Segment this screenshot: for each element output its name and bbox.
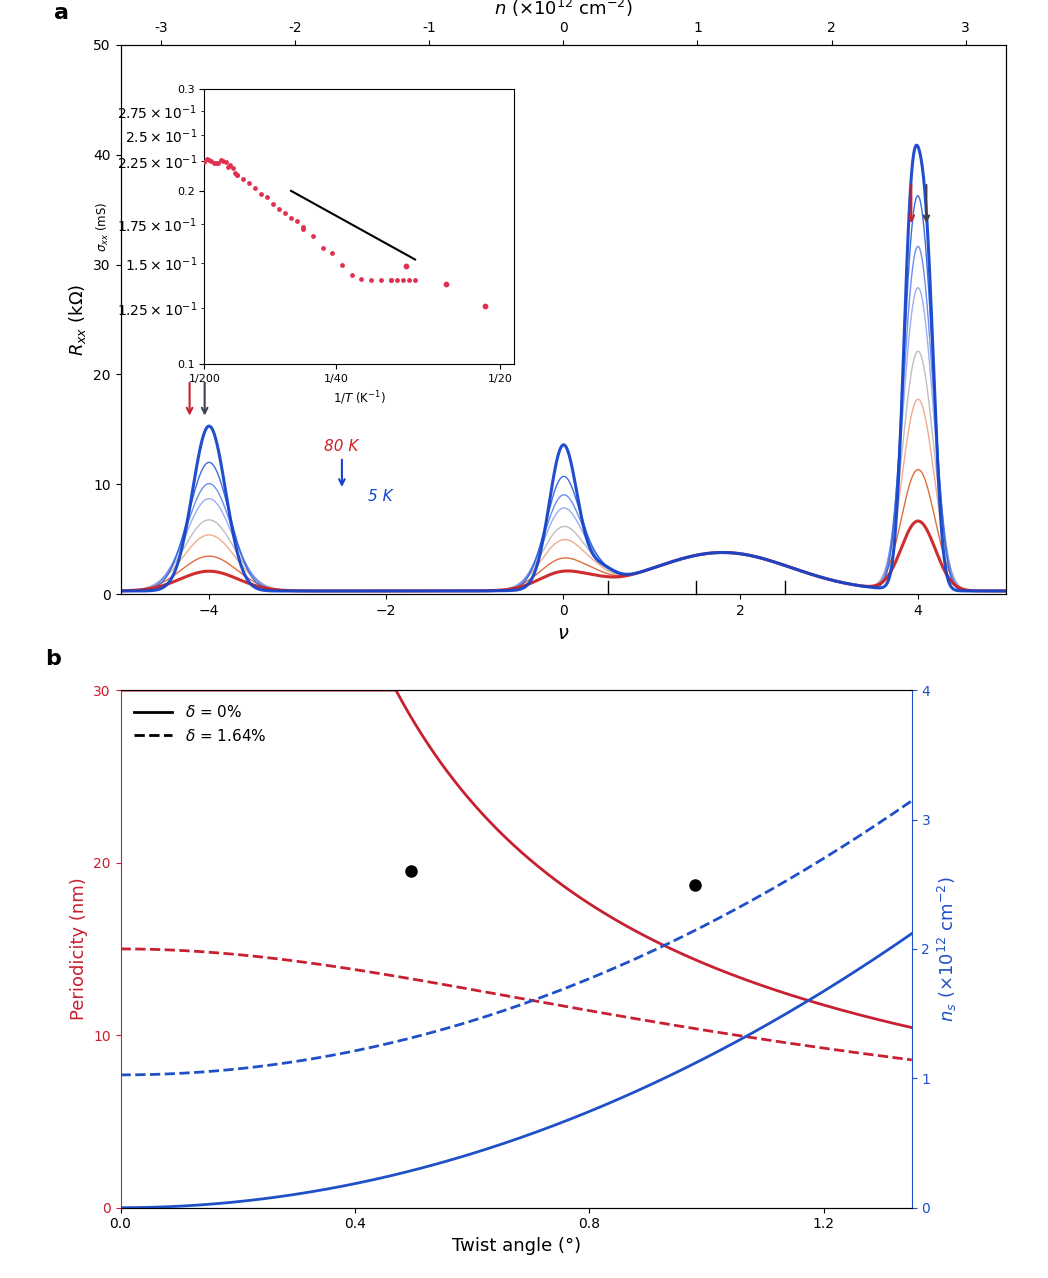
Point [353, 268, 370, 289]
Point [203, 151, 220, 171]
Point [222, 155, 239, 175]
Point [213, 150, 230, 170]
Point [228, 165, 245, 185]
Point [253, 184, 269, 204]
X-axis label: Twist angle (°): Twist angle (°) [452, 1237, 581, 1255]
Point [383, 270, 399, 290]
Text: 5 K: 5 K [369, 489, 393, 504]
Point [477, 296, 494, 317]
Y-axis label: Periodicity (nm): Periodicity (nm) [69, 878, 88, 1020]
Point [394, 270, 411, 290]
Point [196, 152, 213, 173]
Point [344, 265, 361, 285]
Point [304, 225, 321, 245]
Point [226, 162, 243, 183]
Point [314, 238, 331, 258]
Point [294, 217, 311, 238]
Point [217, 152, 234, 173]
Point [235, 169, 252, 189]
Point [228, 165, 245, 185]
Point [270, 198, 287, 219]
Point [398, 256, 415, 276]
Point [288, 211, 305, 231]
Point [259, 187, 276, 207]
Point [200, 150, 217, 170]
Point [208, 153, 224, 174]
Y-axis label: $n_s$ ($\times10^{12}$ cm$^{-2}$): $n_s$ ($\times10^{12}$ cm$^{-2}$) [936, 875, 959, 1022]
Point [241, 173, 258, 193]
Point [198, 150, 215, 170]
Y-axis label: $R_{xx}$ (k$\Omega$): $R_{xx}$ (k$\Omega$) [67, 284, 88, 355]
Point [265, 194, 282, 215]
Point [389, 270, 406, 290]
Point [210, 153, 226, 174]
X-axis label: $\nu$: $\nu$ [558, 624, 569, 643]
Point [205, 153, 222, 174]
Point [373, 270, 390, 290]
Point [247, 178, 264, 198]
Text: a: a [54, 3, 69, 23]
Point [283, 207, 300, 227]
X-axis label: $1/T$ (K$^{-1}$): $1/T$ (K$^{-1}$) [332, 390, 386, 408]
Point [324, 243, 341, 263]
Point [294, 219, 311, 239]
Point [219, 157, 236, 178]
Point [215, 151, 232, 171]
X-axis label: $n$ ($\times10^{12}$ cm$^{-2}$): $n$ ($\times10^{12}$ cm$^{-2}$) [494, 0, 633, 19]
Point [383, 270, 399, 290]
Text: b: b [45, 649, 61, 670]
Point [277, 203, 293, 224]
Legend: $\delta$ = 0%, $\delta$ = 1.64%: $\delta$ = 0%, $\delta$ = 1.64% [128, 698, 272, 750]
Text: 80 K: 80 K [324, 440, 358, 455]
Point [400, 270, 417, 290]
Point [437, 273, 454, 294]
Point [224, 157, 241, 178]
Point [333, 254, 350, 275]
Point [363, 270, 379, 290]
Point [407, 270, 423, 290]
Y-axis label: $\sigma_{xx}$ (mS): $\sigma_{xx}$ (mS) [95, 202, 111, 252]
